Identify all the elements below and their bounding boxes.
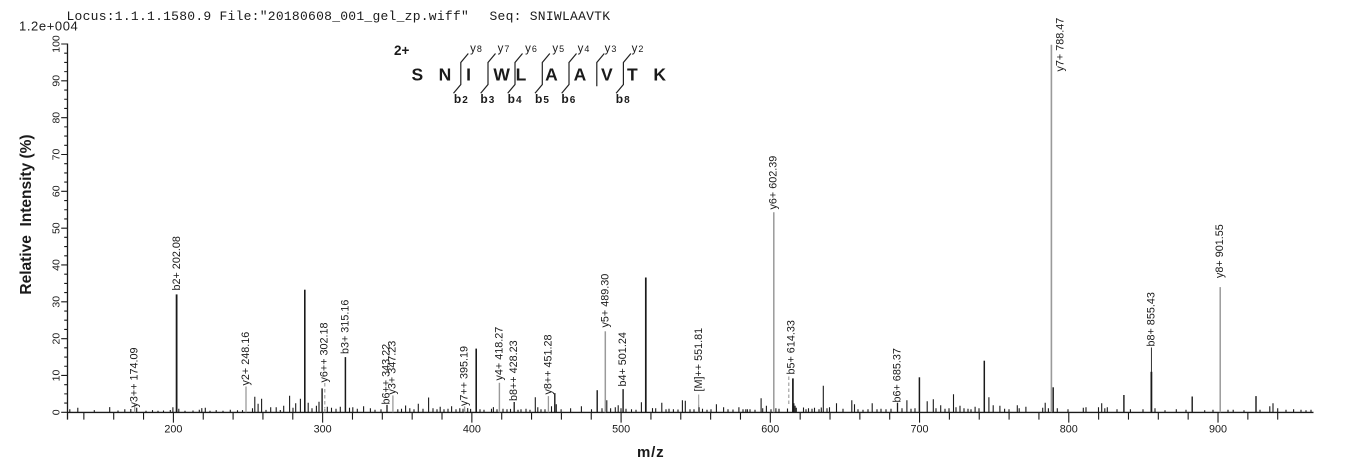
svg-text:700: 700: [910, 424, 928, 436]
svg-text:y2+ 248.16: y2+ 248.16: [240, 332, 252, 386]
svg-text:60: 60: [51, 185, 63, 197]
svg-text:b4+ 501.24: b4+ 501.24: [617, 332, 629, 386]
svg-text:T: T: [627, 65, 638, 85]
svg-text:b3+ 315.16: b3+ 315.16: [340, 300, 352, 354]
svg-text:b2: b2: [454, 92, 468, 106]
svg-text:y3++ 174.09: y3++ 174.09: [129, 347, 141, 407]
svg-text:W: W: [493, 65, 510, 85]
svg-text:A: A: [545, 65, 558, 85]
svg-text:S: S: [411, 65, 423, 85]
svg-text:y3: y3: [605, 43, 617, 55]
svg-text:y8++ 451.28: y8++ 451.28: [542, 334, 554, 394]
svg-text:2+: 2+: [394, 43, 410, 58]
svg-text:y7++ 395.19: y7++ 395.19: [459, 346, 471, 406]
svg-text:y4+ 418.27: y4+ 418.27: [493, 327, 505, 381]
svg-text:b2+ 202.08: b2+ 202.08: [171, 236, 183, 290]
svg-text:y7+ 788.47: y7+ 788.47: [1054, 18, 1066, 72]
svg-text:A: A: [574, 65, 587, 85]
svg-text:y4: y4: [578, 43, 590, 55]
svg-text:K: K: [653, 65, 666, 85]
svg-text:m/z: m/z: [637, 444, 664, 461]
svg-text:40: 40: [51, 259, 63, 271]
svg-text:0: 0: [51, 409, 63, 415]
svg-text:b8+ 855.43: b8+ 855.43: [1145, 292, 1157, 346]
svg-text:y3+ 347.23: y3+ 347.23: [387, 341, 399, 395]
svg-text:300: 300: [314, 424, 332, 436]
svg-text:N: N: [439, 65, 452, 85]
svg-text:I: I: [466, 65, 471, 85]
svg-text:b6: b6: [561, 92, 575, 106]
svg-text:Seq: SNIWLAAVTK: Seq: SNIWLAAVTK: [490, 9, 611, 24]
svg-text:b6+ 685.37: b6+ 685.37: [891, 348, 903, 402]
svg-text:b8++ 428.23: b8++ 428.23: [508, 340, 520, 401]
svg-text:y8+ 901.55: y8+ 901.55: [1214, 224, 1226, 278]
svg-text:y5+ 489.30: y5+ 489.30: [599, 274, 611, 328]
svg-text:b4: b4: [508, 92, 522, 106]
svg-text:y7: y7: [498, 43, 510, 55]
svg-text:800: 800: [1060, 424, 1078, 436]
svg-text:10: 10: [51, 370, 63, 382]
svg-text:y2: y2: [632, 43, 644, 55]
svg-text:100: 100: [51, 35, 63, 53]
svg-text:30: 30: [51, 296, 63, 308]
svg-text:b5: b5: [535, 92, 549, 106]
svg-text:[M]++ 551.81: [M]++ 551.81: [693, 328, 705, 392]
svg-text:V: V: [601, 65, 613, 85]
svg-text:20: 20: [51, 333, 63, 345]
svg-text:90: 90: [51, 75, 63, 87]
svg-text:y6+ 602.39: y6+ 602.39: [768, 156, 780, 210]
svg-text:y5: y5: [552, 43, 564, 55]
svg-text:b3: b3: [480, 92, 494, 106]
svg-text:900: 900: [1209, 424, 1227, 436]
svg-text:50: 50: [51, 222, 63, 234]
svg-text:Locus:1.1.1.1580.9 File:"20180: Locus:1.1.1.1580.9 File:"20180608_001_ge…: [67, 9, 470, 24]
svg-text:200: 200: [164, 424, 182, 436]
svg-text:70: 70: [51, 149, 63, 161]
svg-text:y6: y6: [525, 43, 537, 55]
svg-text:80: 80: [51, 112, 63, 124]
svg-text:600: 600: [761, 424, 779, 436]
svg-text:b6++ 343.22: b6++ 343.22: [381, 344, 393, 405]
svg-text:y8: y8: [470, 43, 482, 55]
svg-text:1.2e+004: 1.2e+004: [19, 19, 78, 34]
svg-text:b5+ 614.33: b5+ 614.33: [785, 320, 797, 374]
svg-text:L: L: [516, 65, 527, 85]
svg-text:Relative Intensity (%): Relative Intensity (%): [18, 134, 35, 294]
svg-text:b8: b8: [616, 92, 630, 106]
svg-text:500: 500: [612, 424, 630, 436]
svg-text:y6++ 302.18: y6++ 302.18: [319, 322, 331, 382]
svg-text:400: 400: [463, 424, 481, 436]
